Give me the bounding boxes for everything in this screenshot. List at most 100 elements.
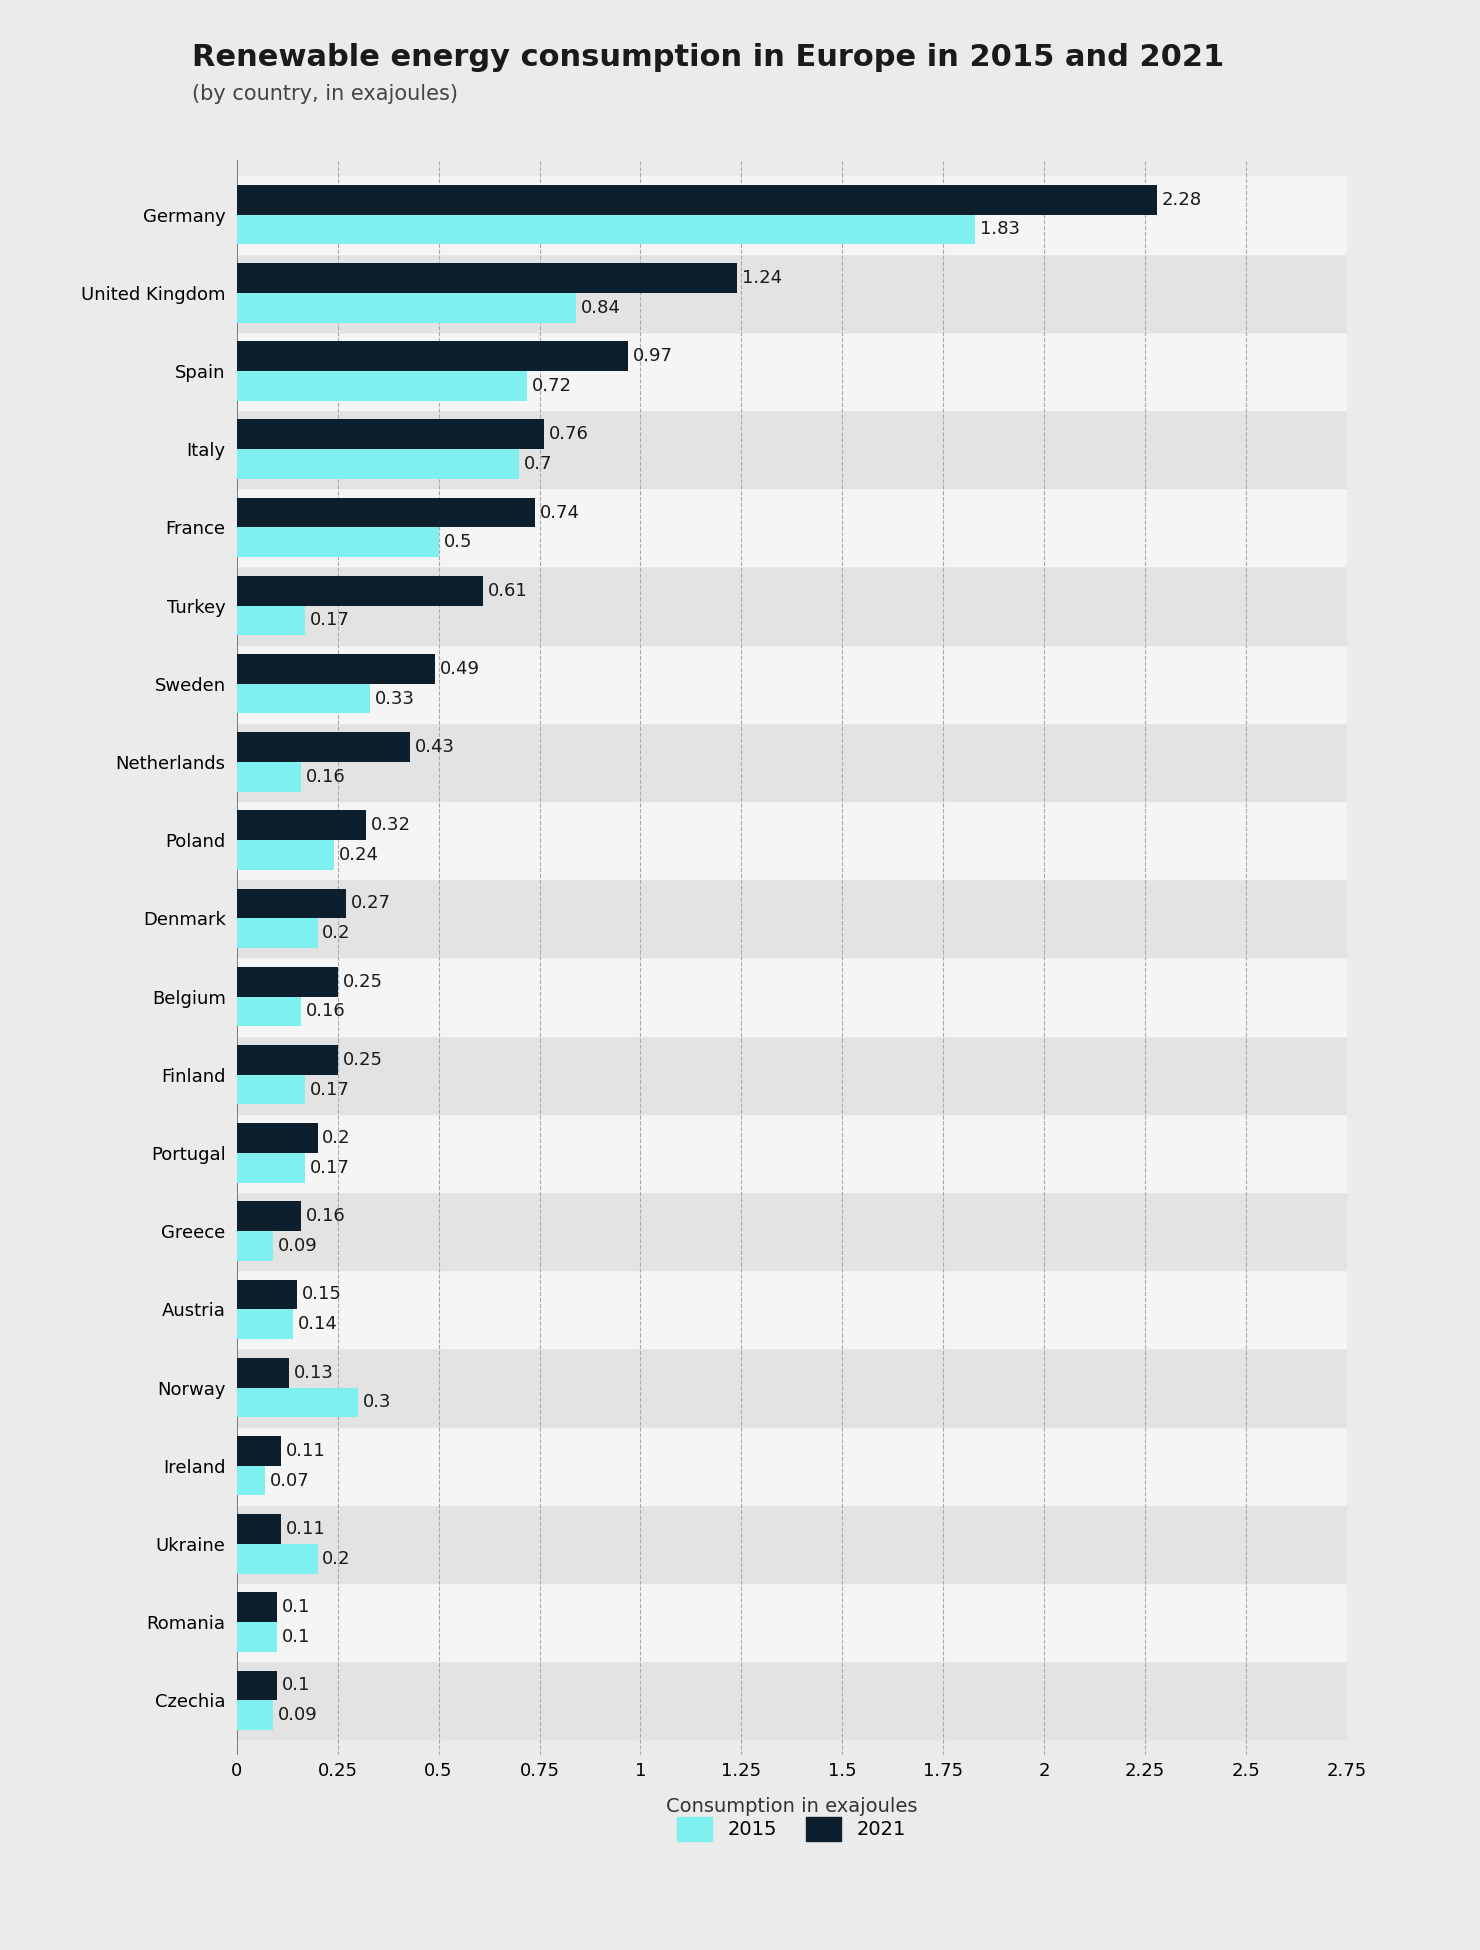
Bar	[237, 419, 543, 448]
Text: 0.17: 0.17	[311, 1158, 351, 1176]
Text: (by country, in exajoules): (by country, in exajoules)	[192, 84, 459, 103]
Bar	[237, 1427, 1347, 1505]
Bar	[237, 448, 519, 480]
Text: 0.43: 0.43	[416, 739, 456, 757]
Bar	[237, 185, 1157, 214]
Bar	[237, 957, 1347, 1035]
Bar	[237, 292, 576, 322]
Bar	[237, 1152, 305, 1182]
Bar	[237, 497, 536, 526]
Text: 0.09: 0.09	[278, 1706, 318, 1724]
Bar	[237, 801, 1347, 879]
Bar	[237, 1671, 277, 1700]
Text: 0.09: 0.09	[278, 1236, 318, 1256]
Bar	[237, 1269, 1347, 1347]
Text: 0.13: 0.13	[295, 1363, 334, 1383]
Bar	[237, 575, 482, 606]
Bar	[237, 1201, 302, 1230]
Text: 0.2: 0.2	[323, 924, 351, 942]
Bar	[237, 840, 333, 870]
Text: 0.17: 0.17	[311, 1080, 351, 1098]
Text: 2.28: 2.28	[1162, 191, 1202, 209]
Bar	[237, 684, 370, 714]
Bar	[237, 1593, 277, 1622]
Text: 0.14: 0.14	[297, 1314, 337, 1334]
Text: 0.07: 0.07	[269, 1472, 309, 1490]
Bar	[237, 811, 366, 840]
Bar	[237, 1035, 1347, 1113]
Bar	[237, 1544, 318, 1574]
Text: 0.97: 0.97	[633, 347, 673, 365]
Bar	[237, 606, 305, 636]
Bar	[237, 214, 975, 244]
Bar	[237, 567, 1347, 645]
Text: 0.25: 0.25	[342, 973, 382, 991]
Bar	[237, 1191, 1347, 1269]
Bar	[237, 653, 435, 684]
Text: 0.25: 0.25	[342, 1051, 382, 1069]
Text: Renewable energy consumption in Europe in 2015 and 2021: Renewable energy consumption in Europe i…	[192, 43, 1224, 72]
Bar	[237, 645, 1347, 723]
Bar	[237, 879, 1347, 957]
Text: 1.83: 1.83	[980, 220, 1020, 238]
Bar	[237, 967, 337, 996]
Text: 0.32: 0.32	[371, 817, 411, 835]
Text: 0.24: 0.24	[339, 846, 379, 864]
Text: 0.7: 0.7	[524, 454, 552, 474]
Bar	[237, 1661, 1347, 1739]
Text: 0.76: 0.76	[549, 425, 588, 443]
Text: 1.24: 1.24	[741, 269, 783, 287]
Bar	[237, 263, 737, 292]
Text: 0.72: 0.72	[533, 376, 573, 394]
Bar	[237, 1388, 358, 1418]
Bar	[237, 341, 629, 370]
Text: 0.5: 0.5	[444, 532, 472, 552]
Bar	[237, 1435, 281, 1466]
Text: 0.1: 0.1	[283, 1599, 311, 1617]
Text: 0.2: 0.2	[323, 1550, 351, 1568]
Bar	[237, 1700, 274, 1730]
Bar	[237, 918, 318, 948]
Text: 0.17: 0.17	[311, 612, 351, 630]
Bar	[237, 762, 302, 792]
Bar	[237, 488, 1347, 567]
Bar	[237, 526, 438, 558]
Bar	[237, 1074, 305, 1104]
Bar	[237, 1505, 1347, 1583]
Text: 0.16: 0.16	[306, 1207, 346, 1225]
Bar	[237, 1113, 1347, 1191]
Text: 0.15: 0.15	[302, 1285, 342, 1303]
Bar	[237, 996, 302, 1026]
Text: 0.1: 0.1	[283, 1677, 311, 1695]
Text: 0.1: 0.1	[283, 1628, 311, 1646]
Text: 0.33: 0.33	[374, 690, 414, 708]
Bar	[237, 1466, 265, 1496]
Bar	[237, 1045, 337, 1074]
Text: 0.49: 0.49	[440, 659, 480, 679]
Bar	[237, 1308, 293, 1340]
Bar	[237, 1123, 318, 1152]
Text: 0.3: 0.3	[363, 1394, 391, 1412]
Bar	[237, 332, 1347, 409]
Text: 0.27: 0.27	[351, 895, 391, 913]
Bar	[237, 1622, 277, 1652]
X-axis label: Consumption in exajoules: Consumption in exajoules	[666, 1796, 918, 1815]
Bar	[237, 1513, 281, 1544]
Text: 0.84: 0.84	[580, 298, 620, 316]
Text: 0.11: 0.11	[286, 1521, 326, 1539]
Text: 0.2: 0.2	[323, 1129, 351, 1147]
Bar	[237, 410, 1347, 488]
Bar	[237, 1583, 1347, 1661]
Bar	[237, 370, 527, 402]
Text: 0.16: 0.16	[306, 1002, 346, 1020]
Text: 0.61: 0.61	[488, 581, 527, 601]
Text: 0.74: 0.74	[540, 503, 580, 521]
Bar	[237, 254, 1347, 332]
Text: 0.11: 0.11	[286, 1441, 326, 1461]
Bar	[237, 889, 346, 918]
Bar	[237, 723, 1347, 801]
Bar	[237, 1357, 289, 1388]
Text: 0.16: 0.16	[306, 768, 346, 786]
Legend: 2015, 2021: 2015, 2021	[657, 1798, 926, 1860]
Bar	[237, 733, 410, 762]
